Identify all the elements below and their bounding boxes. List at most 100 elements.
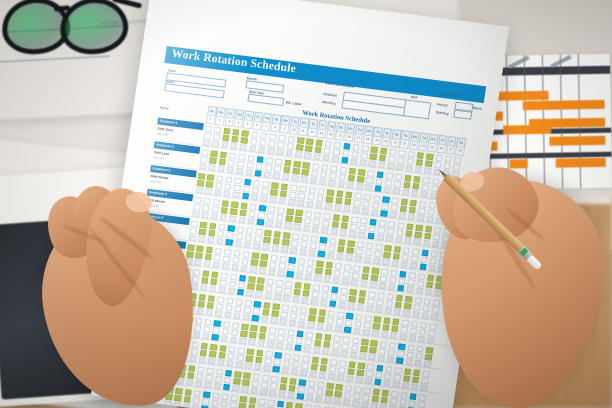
schedule-cell[interactable]	[349, 288, 358, 296]
schedule-cell[interactable]	[258, 204, 267, 212]
schedule-cell[interactable]	[341, 215, 350, 223]
schedule-cell[interactable]	[431, 306, 440, 314]
schedule-cell[interactable]	[193, 324, 202, 332]
schedule-cell[interactable]	[249, 331, 257, 339]
schedule-cell[interactable]	[304, 210, 313, 218]
schedule-cell[interactable]	[394, 367, 402, 374]
shift-off-cell[interactable]	[402, 99, 432, 120]
schedule-cell[interactable]	[362, 394, 370, 402]
schedule-cell[interactable]	[409, 199, 418, 207]
schedule-cell[interactable]	[338, 367, 346, 374]
schedule-cell[interactable]	[416, 345, 424, 353]
schedule-cell[interactable]	[432, 299, 441, 307]
schedule-cell[interactable]	[343, 142, 351, 150]
schedule-cell[interactable]	[197, 172, 206, 180]
schedule-cell[interactable]	[192, 397, 201, 404]
schedule-cell[interactable]	[248, 404, 256, 408]
schedule-cell[interactable]	[205, 246, 213, 254]
schedule-cell[interactable]	[218, 351, 226, 359]
schedule-cell[interactable]	[213, 126, 222, 134]
schedule-cell[interactable]	[372, 323, 381, 330]
schedule-cell[interactable]	[344, 385, 353, 392]
schedule-cell[interactable]	[301, 234, 309, 242]
schedule-cell[interactable]	[367, 170, 375, 177]
schedule-cell[interactable]	[193, 203, 201, 211]
schedule-cell[interactable]	[275, 279, 284, 287]
schedule-cell[interactable]	[332, 148, 341, 156]
schedule-cell[interactable]	[207, 295, 216, 302]
schedule-cell[interactable]	[221, 393, 229, 401]
schedule-cell[interactable]	[212, 327, 220, 334]
schedule-cell[interactable]	[229, 273, 238, 281]
schedule-cell[interactable]	[316, 260, 324, 268]
schedule-cell[interactable]	[268, 327, 277, 334]
schedule-cell[interactable]	[301, 168, 310, 176]
schedule-cell[interactable]	[324, 334, 332, 341]
schedule-cell[interactable]	[406, 223, 414, 231]
schedule-cell[interactable]	[197, 366, 205, 374]
schedule-cell[interactable]	[220, 400, 228, 408]
schedule-cell[interactable]	[232, 256, 240, 264]
schedule-cell[interactable]	[233, 184, 241, 192]
schedule-cell[interactable]	[385, 300, 393, 308]
schedule-cell[interactable]	[411, 255, 419, 263]
schedule-cell[interactable]	[255, 163, 263, 170]
schedule-cell[interactable]	[201, 277, 209, 284]
schedule-cell[interactable]	[264, 164, 273, 172]
schedule-cell[interactable]	[220, 272, 228, 280]
schedule-cell[interactable]	[363, 193, 372, 201]
schedule-cell[interactable]	[361, 145, 369, 153]
schedule-cell[interactable]	[297, 258, 306, 265]
schedule-cell[interactable]	[426, 274, 435, 282]
schedule-cell[interactable]	[409, 393, 417, 401]
schedule-cell[interactable]	[319, 236, 328, 244]
schedule-cell[interactable]	[405, 295, 413, 303]
schedule-cell[interactable]	[194, 196, 202, 204]
schedule-cell[interactable]	[401, 319, 409, 327]
schedule-cell[interactable]	[324, 268, 332, 276]
schedule-cell[interactable]	[370, 146, 379, 154]
schedule-cell[interactable]	[390, 269, 398, 277]
schedule-cell[interactable]	[274, 352, 282, 359]
schedule-cell[interactable]	[196, 245, 204, 253]
schedule-cell[interactable]	[243, 372, 251, 380]
schedule-cell[interactable]	[338, 173, 346, 181]
schedule-cell[interactable]	[366, 177, 374, 184]
schedule-cell[interactable]	[385, 366, 393, 373]
schedule-cell[interactable]	[195, 317, 203, 325]
schedule-cell[interactable]	[239, 396, 248, 403]
schedule-cell[interactable]	[269, 133, 277, 141]
schedule-cell[interactable]	[268, 140, 276, 148]
schedule-cell[interactable]	[417, 273, 426, 281]
schedule-cell[interactable]	[282, 232, 291, 239]
schedule-cell[interactable]	[325, 196, 334, 203]
schedule-cell[interactable]	[318, 309, 326, 316]
schedule-cell[interactable]	[255, 356, 263, 364]
schedule-cell[interactable]	[420, 256, 428, 264]
schedule-cell[interactable]	[419, 200, 427, 208]
schedule-cell[interactable]	[279, 383, 287, 391]
schedule-cell[interactable]	[333, 141, 342, 149]
schedule-cell[interactable]	[262, 309, 270, 316]
schedule-cell[interactable]	[294, 281, 302, 289]
schedule-cell[interactable]	[406, 351, 414, 359]
schedule-cell[interactable]	[383, 251, 391, 259]
schedule-cell[interactable]	[399, 205, 407, 213]
schedule-cell[interactable]	[314, 146, 322, 154]
schedule-cell[interactable]	[219, 151, 227, 159]
schedule-cell[interactable]	[308, 186, 316, 194]
schedule-cell[interactable]	[418, 207, 426, 215]
schedule-cell[interactable]	[246, 348, 255, 356]
schedule-cell[interactable]	[247, 283, 255, 290]
schedule-cell[interactable]	[219, 345, 227, 352]
schedule-cell[interactable]	[369, 218, 377, 226]
schedule-cell[interactable]	[242, 185, 251, 193]
schedule-cell[interactable]	[361, 338, 369, 346]
schedule-cell[interactable]	[241, 130, 249, 137]
schedule-cell[interactable]	[286, 142, 295, 150]
schedule-cell[interactable]	[389, 397, 398, 405]
schedule-cell[interactable]	[320, 357, 329, 365]
schedule-cell[interactable]	[360, 152, 368, 159]
schedule-cell[interactable]	[386, 293, 394, 301]
schedule-cell[interactable]	[258, 332, 266, 340]
